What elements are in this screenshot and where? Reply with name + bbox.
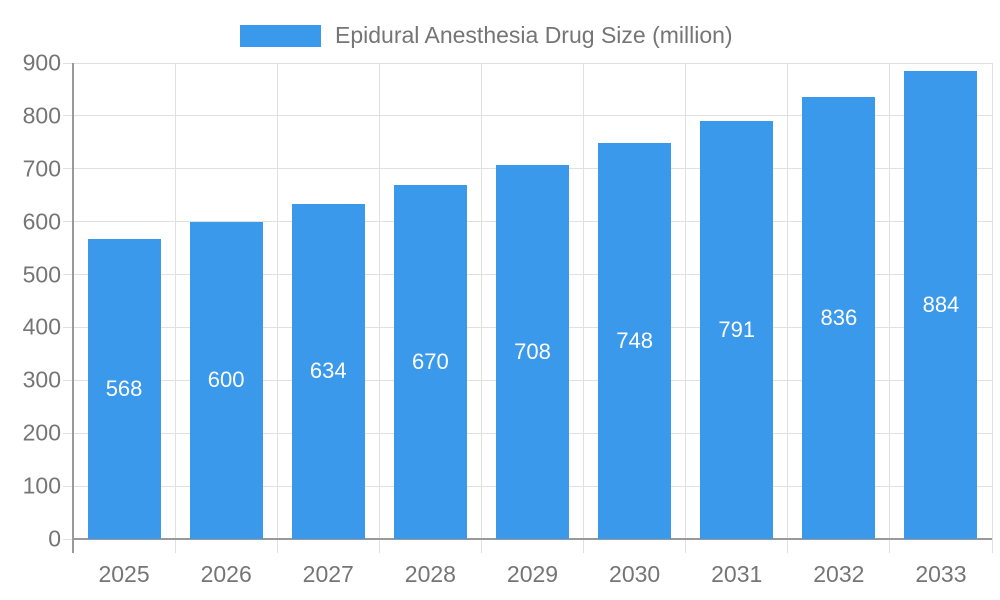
x-axis-tick	[889, 539, 891, 553]
x-axis-label: 2026	[200, 561, 252, 587]
legend-item[interactable]: Epidural Anesthesia Drug Size (million)	[240, 22, 733, 49]
bar[interactable]	[87, 238, 161, 539]
bar-value-label: 836	[820, 304, 858, 330]
bar[interactable]	[189, 221, 263, 539]
gridline-horizontal	[73, 115, 992, 117]
bar-value-label: 708	[514, 338, 551, 364]
gridline-vertical	[174, 63, 176, 539]
x-axis-tick	[276, 539, 278, 553]
legend-swatch	[240, 24, 321, 47]
x-axis-tick	[174, 539, 176, 553]
x-axis-label: 2029	[506, 561, 559, 587]
x-axis-label: 2033	[915, 561, 967, 587]
y-axis-tick	[63, 168, 73, 170]
y-axis-label: 200	[22, 419, 61, 446]
y-axis-tick	[63, 432, 73, 434]
y-axis-tick	[63, 115, 73, 117]
y-axis-tick	[63, 326, 73, 328]
x-axis-tick	[480, 539, 482, 553]
y-axis-line	[72, 63, 74, 553]
y-axis-tick	[63, 62, 73, 64]
y-axis-label: 500	[22, 261, 61, 288]
x-axis-label: 2031	[711, 561, 763, 587]
y-axis-tick	[63, 379, 73, 381]
gridline-horizontal	[73, 62, 992, 64]
x-axis-tick	[685, 539, 687, 553]
bar[interactable]	[802, 96, 876, 539]
x-axis-label: 2032	[813, 561, 865, 587]
x-axis-label: 2025	[98, 561, 150, 587]
gridline-vertical	[685, 63, 687, 539]
bar[interactable]	[393, 184, 467, 539]
x-axis-label: 2028	[404, 561, 456, 587]
bar-value-label: 670	[412, 348, 449, 374]
gridline-vertical	[991, 63, 993, 539]
y-axis-tick	[63, 538, 73, 540]
x-axis-label: 2030	[609, 561, 661, 587]
y-axis-label: 400	[22, 313, 61, 340]
bar[interactable]	[904, 71, 978, 539]
y-axis-tick	[63, 485, 73, 487]
y-axis-label: 700	[22, 155, 61, 182]
bar-value-label: 748	[616, 328, 653, 354]
legend-label: Epidural Anesthesia Drug Size (million)	[335, 22, 733, 48]
y-axis-label: 0	[48, 525, 61, 552]
x-axis-tick	[378, 539, 380, 553]
x-axis-line	[73, 538, 992, 540]
bar-value-label: 884	[922, 292, 960, 318]
y-axis-tick	[63, 221, 73, 223]
gridline-vertical	[583, 63, 585, 539]
y-axis-label: 600	[22, 208, 61, 235]
x-axis-label: 2027	[302, 561, 354, 587]
bar-value-label: 568	[105, 375, 143, 401]
y-axis-label: 900	[22, 49, 61, 76]
bar-value-label: 600	[207, 367, 245, 393]
x-axis-tick	[787, 539, 789, 553]
gridline-vertical	[378, 63, 380, 539]
gridline-vertical	[276, 63, 278, 539]
y-axis-label: 100	[22, 472, 61, 499]
bar-value-label: 634	[309, 358, 347, 384]
bar-value-label: 791	[718, 316, 756, 342]
y-axis-label: 800	[22, 102, 61, 129]
y-axis-label: 300	[22, 366, 61, 393]
gridline-vertical	[889, 63, 891, 539]
y-axis-tick	[63, 274, 73, 276]
bar[interactable]	[291, 203, 365, 539]
gridline-vertical	[480, 63, 482, 539]
x-axis-tick	[583, 539, 585, 553]
bar[interactable]	[700, 120, 774, 539]
x-axis-tick	[991, 539, 993, 553]
bar[interactable]	[496, 164, 569, 539]
gridline-vertical	[787, 63, 789, 539]
bar[interactable]	[598, 143, 672, 539]
